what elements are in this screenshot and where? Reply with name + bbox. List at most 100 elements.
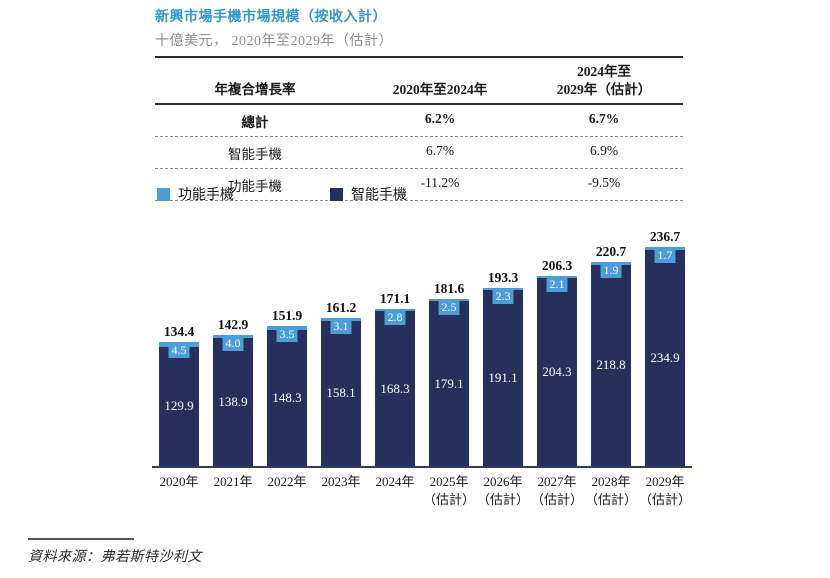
source-block: 資料來源：弗若斯特沙利文 [28,538,202,566]
x-axis-label: 2027年 （估計） [530,474,583,507]
stacked-bar: 191.1 2.3 [483,287,523,466]
header-period-1: 2020年至2024年 [392,82,488,98]
source-rule [28,538,134,540]
bar-plot: 142.9 138.9 4.0 [206,224,260,466]
header-period-2-line1: 2024年至 [577,64,631,79]
table-row: 智能手機 6.7% 6.9% [155,137,683,170]
feature-phone-value-label: 2.5 [438,299,460,315]
header-period-2: 2024年至 2029年（估計） [525,63,683,99]
bars-row: 134.4 129.9 4.5 142.9 138.9 4.0 151.9 148.3 3.5 1… [152,224,692,468]
bar-group: 151.9 148.3 3.5 [260,224,314,466]
figure-subtitle: 十億美元， 2020年至2029年（估計） [155,34,393,49]
smartphone-segment: 168.3 [375,311,415,466]
x-axis-labels: 2020年 2021年 2022年 2023年 2024年 2025年 （估計） 2026年… [152,468,692,508]
figure-title: 新興市場手機市場規模（按收入計） [155,10,387,25]
feature-phone-value-label: 2.1 [546,276,568,292]
feature-phone-value-label: 3.5 [276,327,298,343]
bar-group: 171.1 168.3 2.8 [368,224,422,466]
smartphone-segment: 234.9 [645,249,685,466]
x-axis-label: 2029年 （估計） [638,474,691,507]
bar-group: 142.9 138.9 4.0 [206,224,260,466]
total-value-label: 134.4 [163,324,195,340]
legend-swatch-icon [157,187,170,201]
cagr-table: 年複合增長率 2020年至2024年 2024年至 2029年（估計） 總計 6.… [155,56,683,202]
bar-group: 193.3 191.1 2.3 [476,224,530,466]
feature-phone-value-label: 2.3 [492,288,514,304]
row-value-2024-2029: 6.7% [588,111,620,127]
stacked-bar: 218.8 1.9 [591,262,631,466]
row-value-2020-2024: -11.2% [420,175,460,191]
total-value-label: 193.3 [487,269,519,285]
legend-label: 智能手機 [351,188,407,203]
source-text: 資料來源：弗若斯特沙利文 [28,550,202,565]
bar-plot: 161.2 158.1 3.1 [314,224,368,466]
row-value-2024-2029: -9.5% [587,175,621,191]
bar-plot: 181.6 179.1 2.5 [422,224,476,466]
feature-phone-value-label: 4.0 [222,335,244,351]
legend-item: 智能手機 [330,184,407,204]
total-value-label: 161.2 [325,299,357,315]
smartphone-segment: 138.9 [213,338,253,466]
stacked-bar: 158.1 3.1 [321,317,361,466]
legend-label: 功能手機 [178,188,234,203]
total-value-label: 142.9 [217,316,249,332]
feature-phone-value-label: 1.7 [654,248,676,264]
feature-phone-value-label: 3.1 [330,318,352,334]
header-period-2-line2: 2029年（估計） [556,82,652,98]
feature-phone-value-label: 2.8 [384,309,406,325]
stacked-bar: 234.9 1.7 [645,247,685,466]
stacked-bar: 179.1 2.5 [429,298,469,466]
table-row: 總計 6.2% 6.7% [155,105,683,138]
smartphone-segment: 148.3 [267,329,307,466]
smartphone-segment: 191.1 [483,290,523,466]
bar-plot: 220.7 218.8 1.9 [584,224,638,466]
stacked-bar: 204.3 2.1 [537,275,577,466]
table-row: 功能手機 -11.2% -9.5% [155,169,683,202]
bar-plot: 206.3 204.3 2.1 [530,224,584,466]
row-label: 總計 [241,115,269,131]
cagr-table-header: 年複合增長率 2020年至2024年 2024年至 2029年（估計） [155,56,683,106]
total-value-label: 181.6 [433,280,465,296]
row-value-2020-2024: 6.2% [424,111,456,127]
bar-plot: 171.1 168.3 2.8 [368,224,422,466]
total-value-label: 206.3 [541,257,573,273]
smartphone-segment: 218.8 [591,264,631,466]
smartphone-segment: 129.9 [159,346,199,466]
x-axis-label: 2020年 [159,474,199,489]
stacked-bar: 129.9 4.5 [159,342,199,466]
chart-legend: 功能手機 智能手機 [157,184,407,204]
legend-swatch-icon [330,187,343,201]
smartphone-segment: 204.3 [537,278,577,466]
bar-group: 134.4 129.9 4.5 [152,224,206,466]
legend-item: 功能手機 [157,184,234,204]
stacked-bar: 168.3 2.8 [375,308,415,466]
bar-group: 181.6 179.1 2.5 [422,224,476,466]
x-axis-label: 2021年 [213,474,253,489]
row-label: 功能手機 [228,179,282,195]
row-label: 智能手機 [228,147,282,163]
total-value-label: 236.7 [649,229,681,245]
bar-plot: 151.9 148.3 3.5 [260,224,314,466]
stacked-bar: 138.9 4.0 [213,334,253,466]
feature-phone-value-label: 4.5 [168,343,190,359]
cagr-table-rows: 總計 6.2% 6.7% 智能手機 6.7% 6.9% 功能手機 -11.2% -9.5% [155,105,683,202]
bar-chart: 134.4 129.9 4.5 142.9 138.9 4.0 151.9 148.3 3.5 1… [152,224,692,508]
total-value-label: 151.9 [271,308,303,324]
x-axis-label: 2022年 [267,474,307,489]
bar-plot: 236.7 234.9 1.7 [638,224,692,466]
x-axis-label: 2023年 [321,474,361,489]
header-metric: 年複合增長率 [214,82,296,98]
smartphone-segment: 179.1 [429,301,469,466]
stacked-bar: 148.3 3.5 [267,326,307,466]
bar-group: 161.2 158.1 3.1 [314,224,368,466]
row-value-2020-2024: 6.7% [425,143,455,159]
bar-plot: 193.3 191.1 2.3 [476,224,530,466]
total-value-label: 220.7 [595,244,627,260]
total-value-label: 171.1 [379,290,411,306]
bar-group: 236.7 234.9 1.7 [638,224,692,466]
feature-phone-value-label: 1.9 [600,263,622,279]
smartphone-segment: 158.1 [321,320,361,466]
bar-plot: 134.4 129.9 4.5 [152,224,206,466]
x-axis-label: 2024年 [375,474,415,489]
